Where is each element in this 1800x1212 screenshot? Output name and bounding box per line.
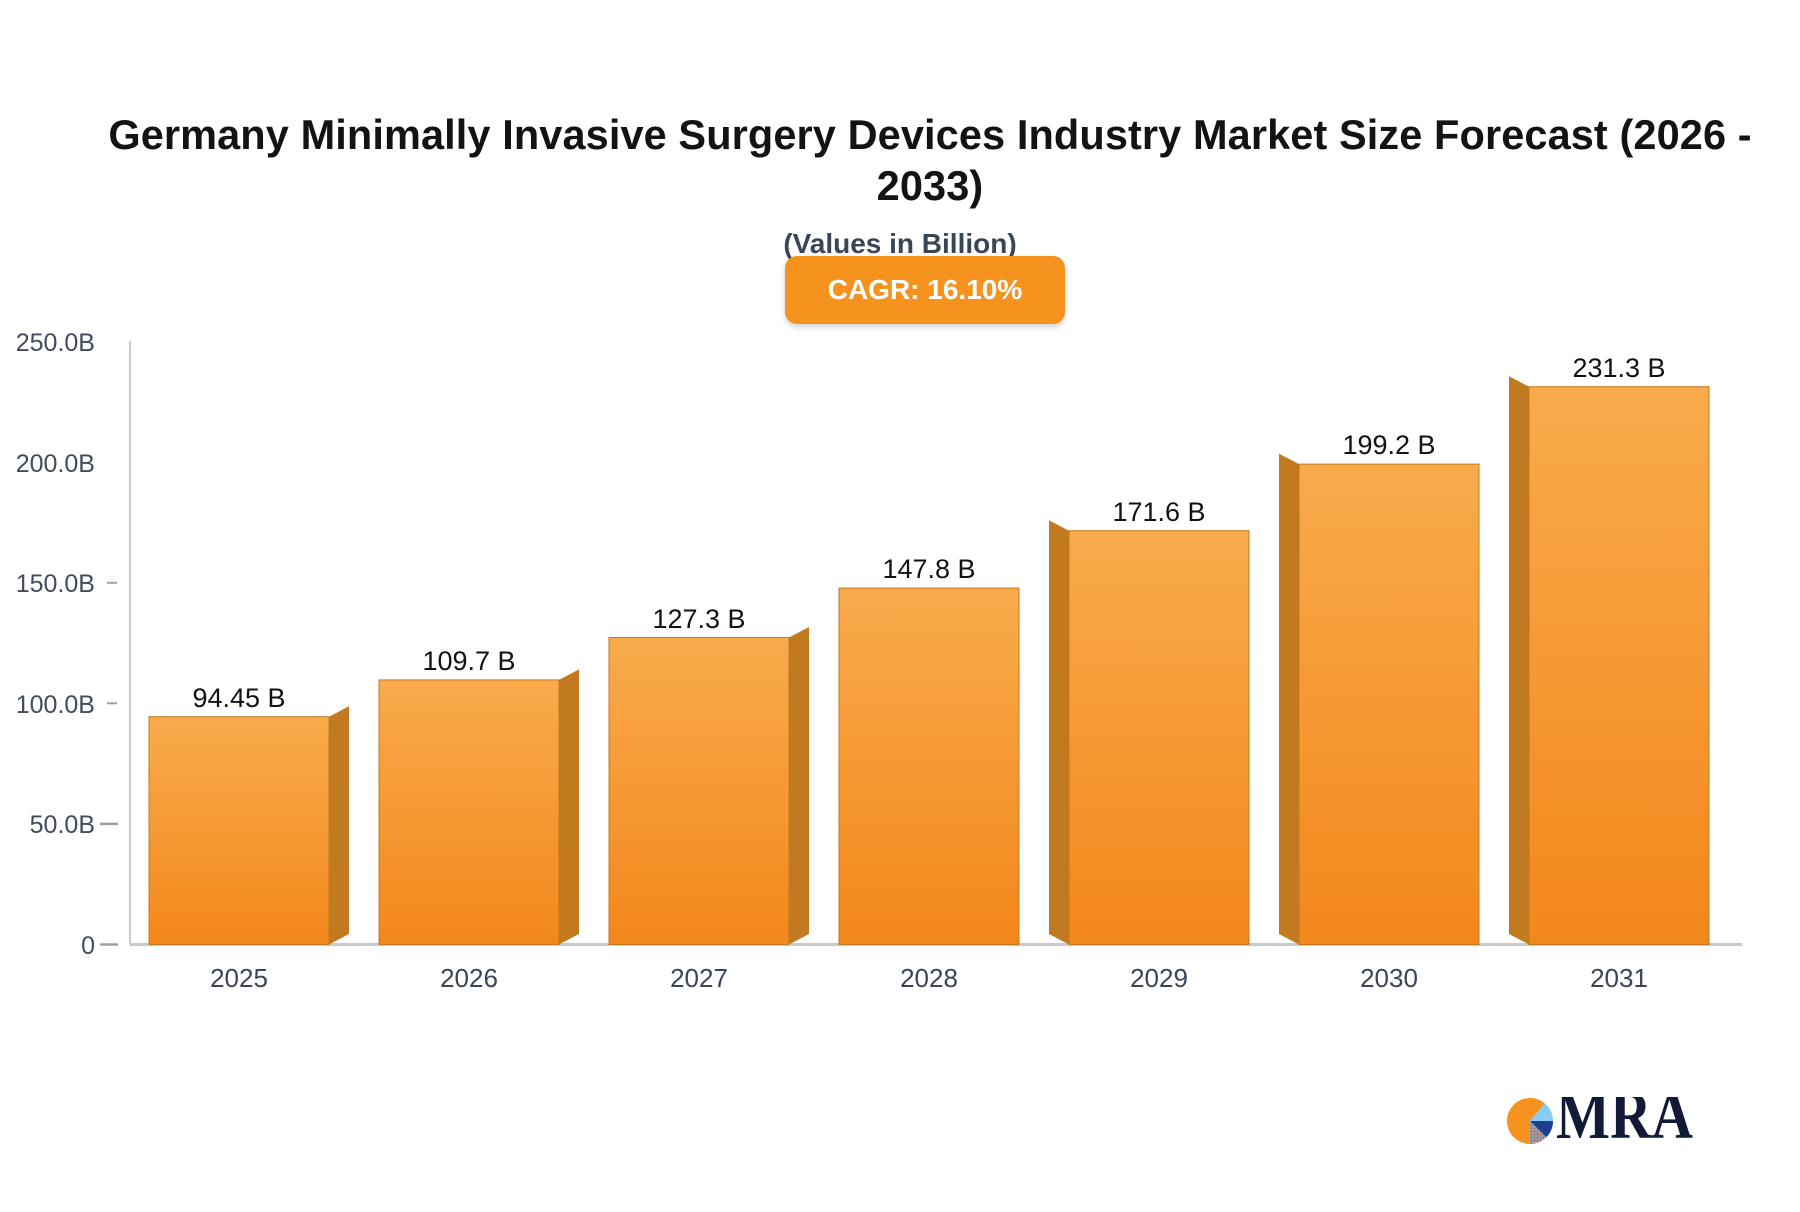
svg-text:MRA: MRA [1556,1097,1693,1147]
